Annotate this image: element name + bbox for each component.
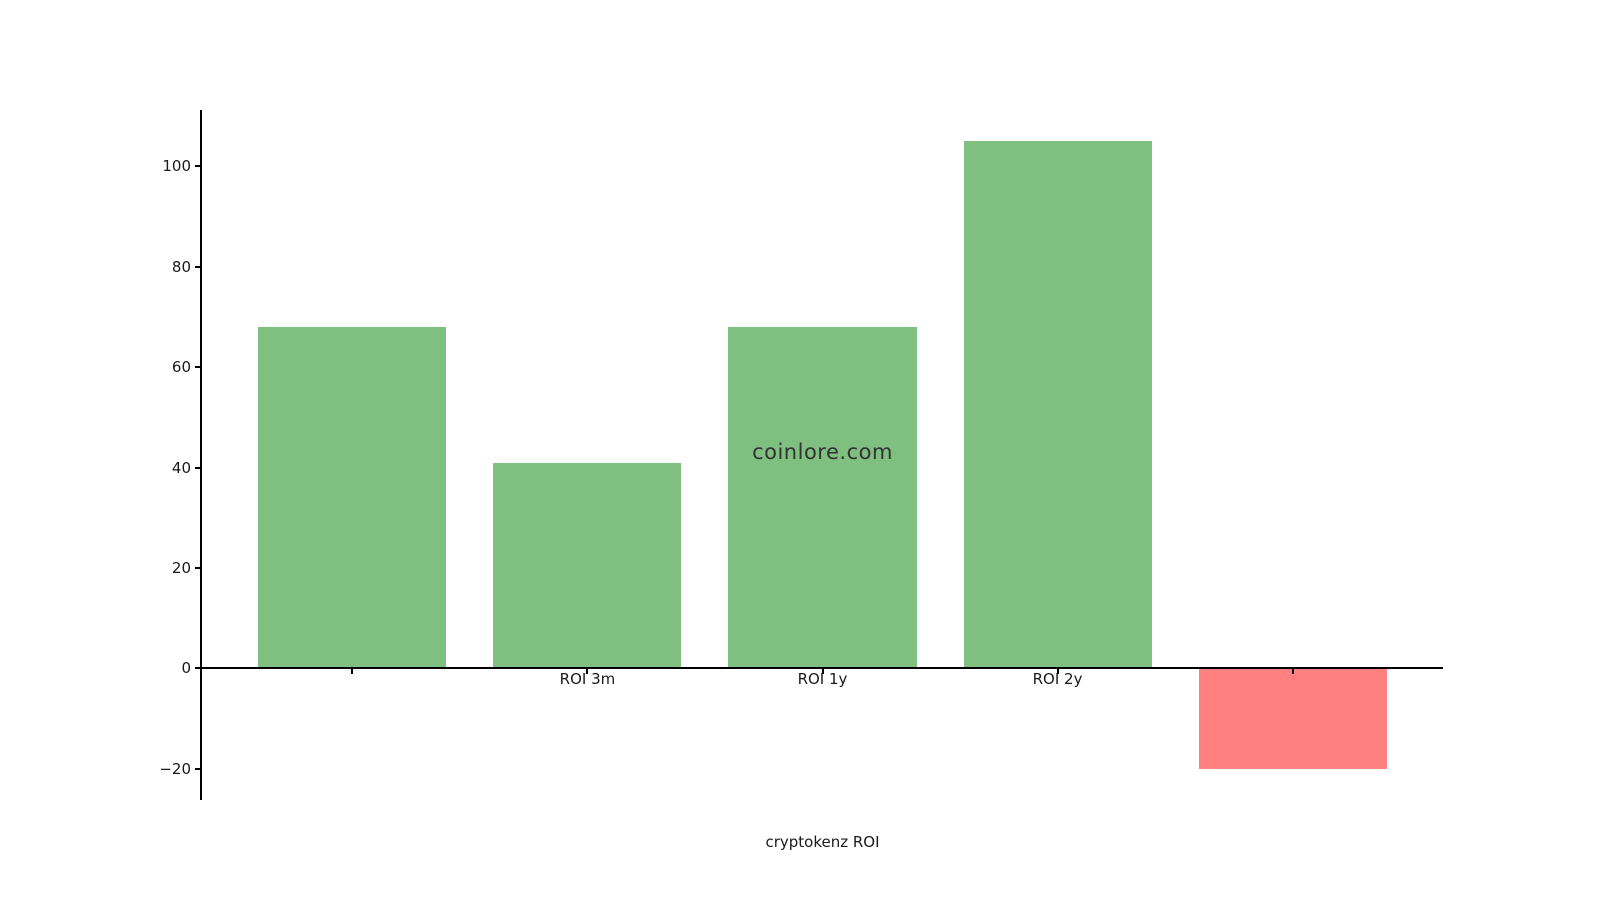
y-tick-label: 60 — [171, 358, 191, 377]
y-tick-label: 0 — [181, 659, 191, 678]
x-axis-label: cryptokenz ROI — [765, 833, 880, 851]
y-tick-label: 40 — [171, 458, 191, 477]
y-tick-label: 80 — [171, 257, 191, 276]
y-tick-mark — [195, 265, 202, 268]
y-tick-mark — [195, 667, 202, 670]
y-tick-mark — [195, 165, 202, 168]
watermark: coinlore.com — [752, 440, 893, 464]
y-tick-label: 100 — [162, 157, 191, 176]
x-tick-label: ROI 3m — [559, 670, 616, 689]
x-tick-mark — [1291, 668, 1294, 675]
x-tick-mark — [586, 668, 589, 675]
y-tick-mark — [195, 767, 202, 770]
bar-unlabeled-0 — [258, 327, 447, 669]
bar-roi-1y — [728, 327, 917, 669]
y-tick-mark — [195, 366, 202, 369]
x-tick-mark — [1056, 668, 1059, 675]
y-axis-spine — [200, 110, 202, 800]
bar-roi-3m — [493, 462, 682, 669]
bar-unlabeled-4 — [1198, 668, 1387, 769]
x-tick-mark — [821, 668, 824, 675]
y-tick-mark — [195, 466, 202, 469]
bar-roi-2y — [963, 141, 1152, 669]
y-tick-label: −20 — [159, 759, 191, 778]
y-tick-label: 20 — [171, 558, 191, 577]
plot-area: coinlore.com −20 0 20 40 60 80 100 ROI 3m ROI 1y… — [159, 110, 1443, 800]
x-tick-label: ROI 2y — [1032, 670, 1083, 689]
x-tick-mark — [351, 668, 354, 675]
x-tick-label: ROI 1y — [797, 670, 848, 689]
y-tick-mark — [195, 566, 202, 569]
